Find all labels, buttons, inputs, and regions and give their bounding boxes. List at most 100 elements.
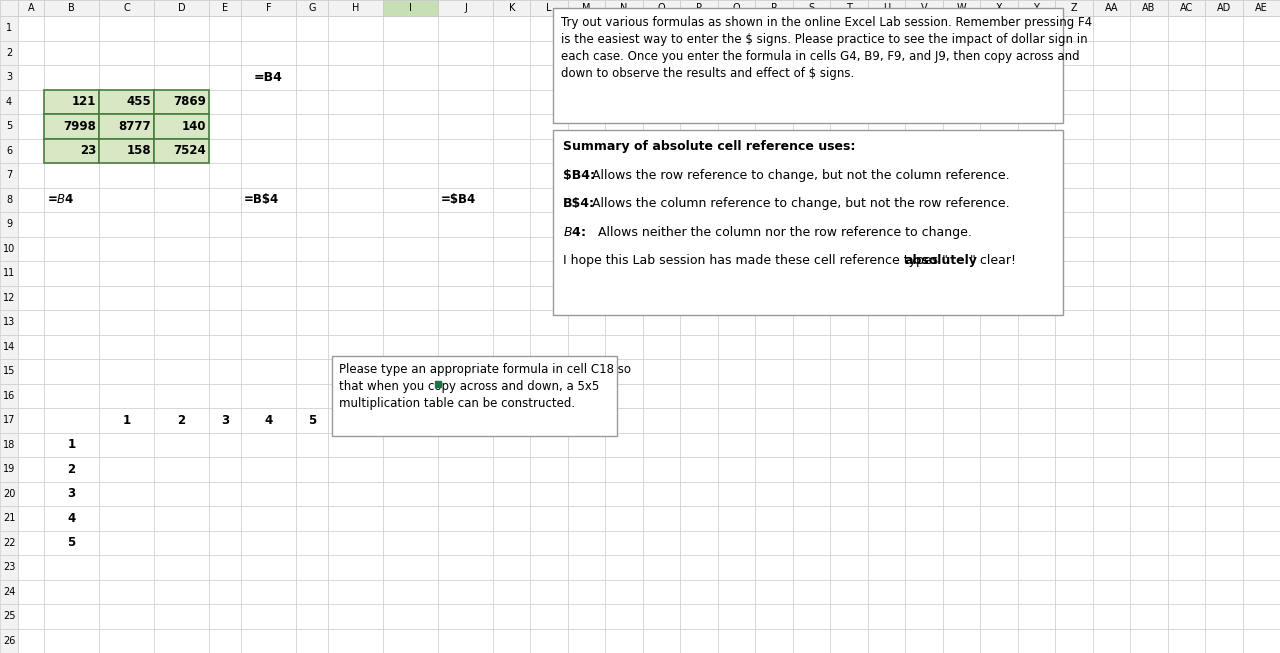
- Bar: [18, 506, 44, 530]
- Bar: [44, 114, 99, 138]
- Text: AC: AC: [1180, 3, 1193, 13]
- Bar: [1130, 457, 1167, 481]
- Text: AE: AE: [1254, 3, 1267, 13]
- Bar: [1167, 383, 1204, 408]
- Bar: [905, 334, 942, 359]
- Bar: [868, 16, 905, 40]
- Bar: [438, 212, 493, 236]
- Bar: [1055, 555, 1093, 579]
- Bar: [568, 383, 605, 408]
- Bar: [493, 310, 530, 334]
- Bar: [383, 0, 438, 16]
- Bar: [681, 163, 718, 187]
- Bar: [209, 138, 241, 163]
- Bar: [154, 236, 209, 261]
- Bar: [241, 383, 296, 408]
- Bar: [332, 356, 617, 436]
- Bar: [868, 579, 905, 604]
- Bar: [296, 138, 328, 163]
- Text: 12: 12: [3, 293, 15, 303]
- Bar: [942, 89, 980, 114]
- Text: V: V: [920, 3, 927, 13]
- Bar: [1204, 138, 1243, 163]
- Bar: [18, 628, 44, 653]
- Bar: [980, 334, 1018, 359]
- Bar: [209, 408, 241, 432]
- Bar: [99, 408, 154, 432]
- Bar: [1018, 16, 1055, 40]
- Text: 16: 16: [3, 390, 15, 401]
- Bar: [438, 408, 493, 432]
- Bar: [438, 383, 493, 408]
- Bar: [643, 310, 681, 334]
- Bar: [643, 261, 681, 285]
- Bar: [1130, 16, 1167, 40]
- Bar: [792, 163, 831, 187]
- Bar: [1130, 310, 1167, 334]
- Bar: [1204, 285, 1243, 310]
- Bar: [0, 65, 18, 89]
- Bar: [755, 114, 792, 138]
- Text: 26: 26: [3, 636, 15, 646]
- Bar: [209, 579, 241, 604]
- Bar: [980, 506, 1018, 530]
- Bar: [99, 530, 154, 555]
- Bar: [328, 16, 383, 40]
- Bar: [0, 334, 18, 359]
- Bar: [438, 506, 493, 530]
- Bar: [493, 138, 530, 163]
- Bar: [154, 383, 209, 408]
- Bar: [718, 481, 755, 506]
- Bar: [1204, 334, 1243, 359]
- Bar: [755, 457, 792, 481]
- Bar: [868, 604, 905, 628]
- Bar: [1055, 432, 1093, 457]
- Bar: [643, 187, 681, 212]
- Bar: [568, 261, 605, 285]
- Bar: [209, 604, 241, 628]
- Bar: [942, 383, 980, 408]
- Bar: [681, 236, 718, 261]
- Bar: [792, 628, 831, 653]
- Bar: [1243, 0, 1280, 16]
- Text: Q: Q: [732, 3, 740, 13]
- Bar: [99, 16, 154, 40]
- Bar: [328, 285, 383, 310]
- Bar: [1055, 604, 1093, 628]
- Bar: [1167, 555, 1204, 579]
- Bar: [493, 457, 530, 481]
- Bar: [755, 40, 792, 65]
- Bar: [718, 16, 755, 40]
- Bar: [605, 163, 643, 187]
- Bar: [605, 310, 643, 334]
- Bar: [328, 138, 383, 163]
- Bar: [0, 481, 18, 506]
- Text: Allows the row reference to change, but not the column reference.: Allows the row reference to change, but …: [588, 168, 1010, 182]
- Bar: [438, 432, 493, 457]
- Bar: [643, 163, 681, 187]
- Bar: [718, 138, 755, 163]
- Bar: [328, 187, 383, 212]
- Text: J: J: [465, 3, 467, 13]
- Bar: [1167, 334, 1204, 359]
- Text: M: M: [582, 3, 591, 13]
- Bar: [209, 114, 241, 138]
- Bar: [1167, 604, 1204, 628]
- Bar: [1055, 457, 1093, 481]
- Bar: [209, 481, 241, 506]
- Bar: [980, 383, 1018, 408]
- Bar: [1243, 628, 1280, 653]
- Bar: [530, 0, 568, 16]
- Bar: [792, 457, 831, 481]
- Bar: [792, 236, 831, 261]
- Bar: [438, 481, 493, 506]
- Bar: [154, 506, 209, 530]
- Bar: [868, 89, 905, 114]
- Bar: [241, 457, 296, 481]
- Bar: [1130, 163, 1167, 187]
- Bar: [241, 334, 296, 359]
- Bar: [1093, 604, 1130, 628]
- Bar: [296, 506, 328, 530]
- Bar: [296, 481, 328, 506]
- Bar: [718, 0, 755, 16]
